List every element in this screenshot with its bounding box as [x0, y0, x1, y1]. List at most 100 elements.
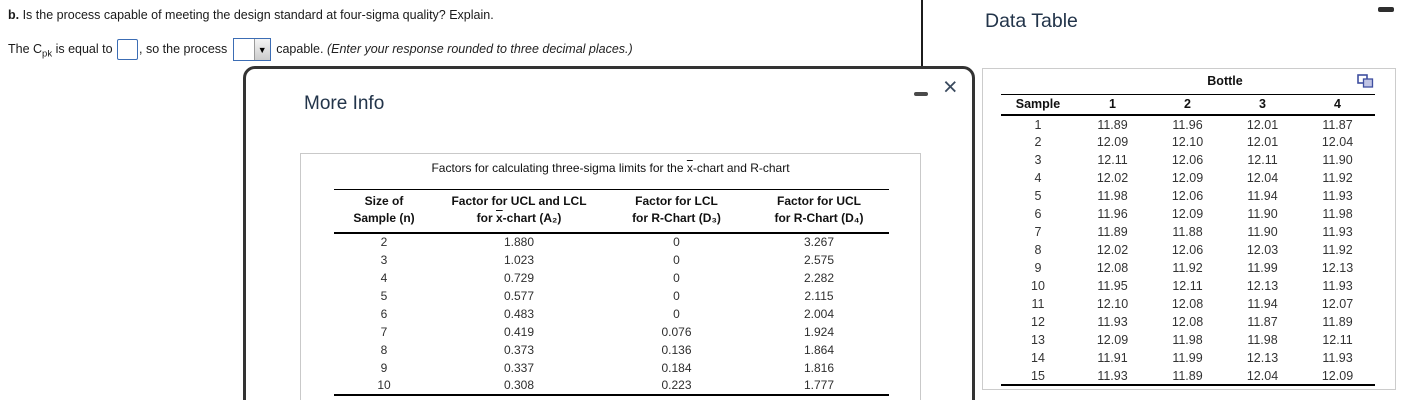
bottle-value-cell: 11.93 [1097, 315, 1128, 329]
bottle-value-cell: 12.08 [1171, 297, 1204, 311]
factor-value-cell: 1.023 [503, 252, 535, 267]
xbar-symbol: x [495, 210, 503, 225]
answer-hint: (Enter your response rounded to three de… [326, 42, 633, 56]
bottle-value-cell: 11.93 [1075, 367, 1150, 386]
capable-select[interactable]: ▼ [232, 38, 271, 62]
factor-value-cell: 0 [673, 270, 680, 285]
factors-header-n: Size of Sample (n) [334, 188, 434, 234]
bottle-value-cell: 12.08 [1096, 261, 1129, 275]
factor-value-cell: 0 [673, 288, 680, 303]
bottle-value-cell: 11.92 [1322, 243, 1353, 257]
bottle-value-cell: 11.90 [1247, 225, 1278, 239]
factor-value-cell: 0.308 [434, 376, 604, 396]
bottle-value-cell: 12.13 [1246, 351, 1279, 365]
table-row: 3 1.023 0 2.575 [334, 251, 889, 269]
bottle-value-cell: 11.89 [1322, 315, 1353, 329]
bottle-value-cell: 11.87 [1247, 315, 1278, 329]
bottle-value-cell: 5 [1034, 189, 1042, 203]
bottle-value-cell: 12 [1031, 315, 1045, 329]
bottle-value-cell: 4 [1034, 171, 1042, 185]
factor-value-cell: 2.004 [803, 306, 835, 321]
factor-value-cell: 1.777 [749, 376, 889, 396]
factor-value-cell: 6 [380, 306, 388, 321]
xbar-symbol: x [686, 161, 693, 175]
bottle-value-cell: 12.09 [1096, 135, 1129, 149]
factor-value-cell: 0.419 [503, 324, 535, 339]
factor-value-cell: 8 [380, 342, 388, 357]
factor-value-cell: 0.337 [503, 360, 535, 375]
col-header-3: 3 [1225, 94, 1300, 116]
factor-value-cell: 1.880 [503, 235, 535, 250]
bottle-value-cell: 11 [1031, 297, 1045, 311]
table-row: 9 12.08 11.92 11.99 12.13 [1001, 259, 1375, 277]
bottle-value-cell: 7 [1034, 225, 1042, 239]
bottle-value-cell: 11.98 [1097, 189, 1128, 203]
open-in-new-window-icon[interactable] [1357, 74, 1374, 88]
question-panel: b. Is the process capable of meeting the… [0, 0, 923, 66]
table-row: 13 12.09 11.98 11.98 12.11 [1001, 331, 1375, 349]
factor-value-cell: 2.575 [803, 252, 835, 267]
factor-value-cell: 0.483 [503, 306, 535, 321]
bottle-value-cell: 11.98 [1247, 333, 1278, 347]
bottle-value-cell: 12.13 [1246, 279, 1279, 293]
bottle-value-cell: 2 [1034, 135, 1042, 149]
cpk-subscript: pk [42, 48, 53, 60]
table-row: 5 0.577 0 2.115 [334, 287, 889, 305]
factors-caption: Factors for calculating three-sigma limi… [431, 161, 790, 175]
bottle-value-cell: 11.93 [1322, 279, 1353, 293]
bottle-value-cell: 12.04 [1321, 135, 1354, 149]
bottle-value-cell: 11.89 [1097, 225, 1128, 239]
bottle-value-cell: 6 [1034, 207, 1042, 221]
table-row: 2 1.880 0 3.267 [334, 233, 889, 251]
bottle-value-cell: 12.11 [1247, 153, 1278, 167]
factor-value-cell: 4 [380, 270, 388, 285]
bottle-value-cell: 11.94 [1247, 297, 1278, 311]
factor-value-cell: 3.267 [803, 235, 835, 250]
table-row: 4 0.729 0 2.282 [334, 269, 889, 287]
bottle-value-cell: 11.98 [1322, 207, 1353, 221]
more-info-modal: More Info × Factors for calculating thre… [243, 66, 975, 400]
bottle-value-cell: 11.90 [1247, 207, 1278, 221]
table-row: 5 11.98 12.06 11.94 11.93 [1001, 187, 1375, 205]
bottle-value-cell: 15 [1001, 367, 1075, 386]
factors-panel: Factors for calculating three-sigma limi… [300, 153, 921, 400]
bottle-value-cell: 12.11 [1172, 279, 1203, 293]
factor-value-cell: 2 [380, 235, 388, 250]
factors-header-row: Size of Sample (n) Factor for UCL and LC… [334, 188, 889, 234]
table-row: 8 12.02 12.06 12.03 11.92 [1001, 241, 1375, 259]
table-row: 2 12.09 12.10 12.01 12.04 [1001, 133, 1375, 151]
bottle-value-cell: 11.91 [1097, 351, 1128, 365]
question-text: b. Is the process capable of meeting the… [8, 8, 494, 22]
factor-value-cell: 0 [673, 306, 680, 321]
minimize-icon[interactable] [914, 92, 928, 96]
bottle-value-cell: 10 [1031, 279, 1045, 293]
factor-value-cell: 0 [673, 235, 680, 250]
table-row: 4 12.02 12.09 12.04 11.92 [1001, 169, 1375, 187]
factor-value-cell: 9 [380, 360, 388, 375]
data-table-panel: Bottle Sample 1 2 3 4 1 11.89 11.96 12.01 11… [982, 68, 1396, 390]
minimize-icon[interactable] [1378, 7, 1394, 12]
bottle-value-cell: 12.01 [1246, 117, 1279, 132]
factor-value-cell: 0 [673, 252, 680, 267]
bottle-header-row: Sample 1 2 3 4 [1001, 94, 1375, 116]
bottle-value-cell: 11.95 [1097, 279, 1128, 293]
factor-value-cell: 1.816 [803, 360, 835, 375]
factor-value-cell: 10 [334, 376, 434, 396]
bottle-value-cell: 12.06 [1171, 189, 1204, 203]
bottle-value-cell: 11.96 [1097, 207, 1128, 221]
answer-prefix: The C [8, 42, 43, 56]
close-icon[interactable]: × [943, 73, 958, 101]
bottle-value-cell: 12.10 [1096, 297, 1129, 311]
factors-header-d3: Factor for LCL for R-Chart (D₃) [604, 188, 749, 234]
cpk-input[interactable] [117, 39, 139, 61]
factor-value-cell: 0.729 [503, 270, 535, 285]
bottle-value-cell: 8 [1034, 243, 1042, 257]
table-row: 6 0.483 0 2.004 [334, 305, 889, 323]
bottle-value-cell: 12.11 [1097, 153, 1128, 167]
bottle-value-cell: 14 [1031, 351, 1045, 365]
bottle-value-cell: 12.07 [1321, 297, 1354, 311]
table-row: 14 11.91 11.99 12.13 11.93 [1001, 349, 1375, 367]
question-part-label: b. [8, 8, 20, 22]
table-row: 10 0.308 0.223 1.777 [334, 376, 889, 396]
table-row: 7 11.89 11.88 11.90 11.93 [1001, 223, 1375, 241]
